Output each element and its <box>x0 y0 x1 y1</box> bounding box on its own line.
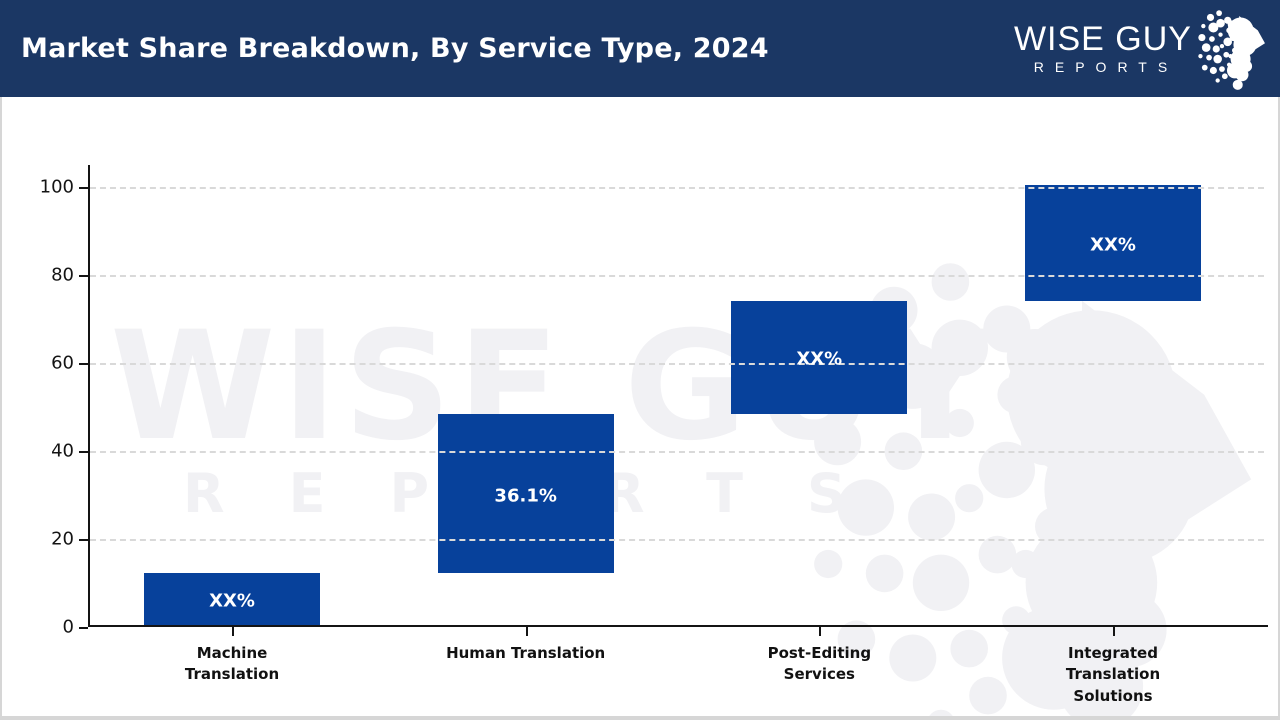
y-axis-tick-label: 100 <box>39 176 74 198</box>
bar-value-label: XX% <box>209 590 255 612</box>
x-axis-tick <box>819 627 822 636</box>
wise-guy-logo: WISE GUY REPORTS <box>1014 6 1280 92</box>
gridline <box>90 539 1264 541</box>
y-axis-tick <box>79 363 88 365</box>
y-axis-tick <box>79 187 88 189</box>
header-bar: Market Share Breakdown, By Service Type,… <box>0 0 1280 97</box>
bar-1 <box>144 573 320 625</box>
y-axis-tick-label: 20 <box>51 528 74 550</box>
gridline <box>90 451 1264 453</box>
x-axis-tick <box>232 627 234 636</box>
logo-subtitle: REPORTS <box>1033 59 1179 76</box>
bar-2 <box>437 414 614 574</box>
y-axis-tick-label: 60 <box>51 352 74 374</box>
logo-wordmark: WISE GUY <box>1013 19 1192 58</box>
gridline <box>90 363 1264 365</box>
x-axis-tick <box>525 627 528 636</box>
y-axis-tick-label: 40 <box>51 440 74 462</box>
bar-value-label: XX% <box>1090 234 1136 256</box>
y-axis-tick-label: 80 <box>51 264 74 286</box>
bar-value-label: 36.1% <box>494 485 557 507</box>
gridline <box>90 275 1264 277</box>
y-axis-tick <box>79 627 88 629</box>
bar-value-label: XX% <box>796 348 843 370</box>
gridline <box>90 187 1264 189</box>
logo-text: WISE GUY REPORTS <box>1013 19 1192 76</box>
logo-head-icon <box>1198 9 1265 90</box>
y-axis-tick <box>79 451 88 453</box>
y-axis-tick <box>79 275 88 277</box>
x-axis-category-label: Integrated Translation Solutions <box>1065 644 1161 705</box>
x-axis-tick <box>1113 627 1115 636</box>
y-axis-tick <box>79 539 88 541</box>
x-axis-category-label: Post-Editing Services <box>767 644 872 684</box>
x-axis-category-label: Machine Translation <box>184 644 280 684</box>
plot-area: 0 20 40 60 80 100 XX% 36.1% XX% XX% Machine Transl… <box>40 165 1268 705</box>
page-title: Market Share Breakdown, By Service Type,… <box>21 33 769 64</box>
y-axis-tick-label: 0 <box>62 616 74 638</box>
x-axis-category-label: Human Translation <box>446 644 606 662</box>
